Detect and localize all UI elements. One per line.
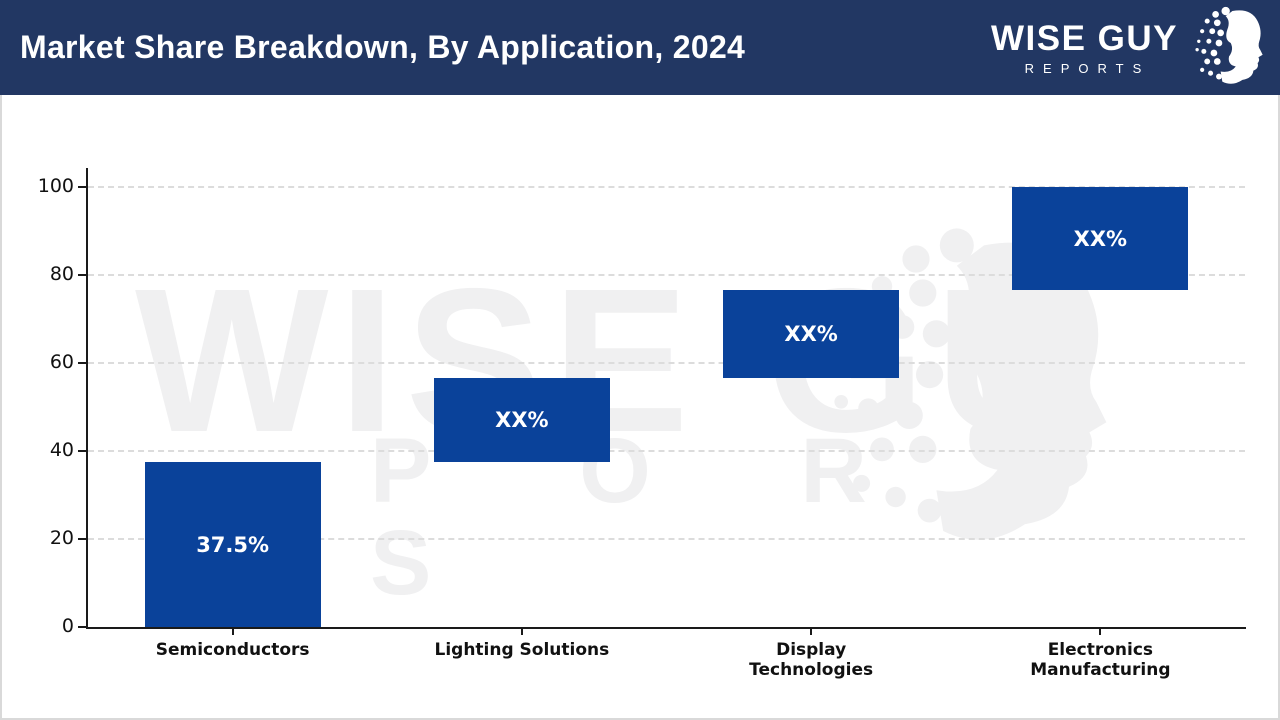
x-tick-mark-display-technologies xyxy=(810,627,813,635)
x-category-label-semiconductors: Semiconductors xyxy=(155,640,310,660)
page-title: Market Share Breakdown, By Application, … xyxy=(20,29,746,65)
brand-logo-reports: REPORTS xyxy=(1024,60,1151,76)
y-tick-label-60: 60 xyxy=(49,351,74,373)
gridline-60 xyxy=(88,362,1245,364)
x-category-label-electronics-manufacturing: Electronics Manufacturing xyxy=(1030,640,1171,680)
brand-logo: WISE GUY REPORTS xyxy=(991,0,1266,95)
y-tick-mark-80 xyxy=(78,274,86,276)
y-tick-mark-20 xyxy=(78,538,86,540)
brand-logo-text: WISE GUY REPORTS xyxy=(991,21,1178,75)
y-tick-mark-60 xyxy=(78,362,86,364)
x-tick-mark-semiconductors xyxy=(231,627,234,635)
gridline-40 xyxy=(88,450,1245,452)
x-tick-mark-lighting-solutions xyxy=(520,627,523,635)
bar-value-label-display-technologies: XX% xyxy=(784,322,838,347)
bar-value-label-semiconductors: 37.5% xyxy=(196,532,270,557)
y-axis-line xyxy=(86,168,88,629)
y-tick-label-40: 40 xyxy=(49,439,74,461)
bar-value-label-electronics-manufacturing: XX% xyxy=(1073,226,1128,251)
y-tick-mark-40 xyxy=(78,450,86,452)
x-category-label-lighting-solutions: Lighting Solutions xyxy=(434,640,610,660)
y-tick-label-80: 80 xyxy=(49,263,74,285)
gridline-80 xyxy=(88,274,1245,276)
y-tick-label-100: 100 xyxy=(37,175,74,197)
y-tick-mark-0 xyxy=(78,626,86,628)
brand-logo-wiseguy: WISE GUY xyxy=(990,18,1178,58)
brand-logo-head-icon xyxy=(1195,6,1263,84)
y-tick-label-20: 20 xyxy=(49,527,74,549)
bar-semiconductors: 37.5% xyxy=(144,462,321,627)
y-tick-mark-100 xyxy=(78,186,86,188)
bar-value-label-lighting-solutions: XX% xyxy=(495,408,549,433)
bar-lighting-solutions: XX% xyxy=(433,378,610,462)
x-axis-line xyxy=(86,627,1246,629)
y-tick-label-0: 0 xyxy=(61,615,74,637)
gridline-20 xyxy=(88,538,1245,540)
bar-electronics-manufacturing: XX% xyxy=(1012,187,1189,291)
header-bar: Market Share Breakdown, By Application, … xyxy=(0,0,1280,95)
bar-display-technologies: XX% xyxy=(723,290,900,379)
x-category-label-display-technologies: Display Technologies xyxy=(749,640,874,680)
gridline-100 xyxy=(88,186,1245,188)
x-tick-mark-electronics-manufacturing xyxy=(1099,627,1102,635)
